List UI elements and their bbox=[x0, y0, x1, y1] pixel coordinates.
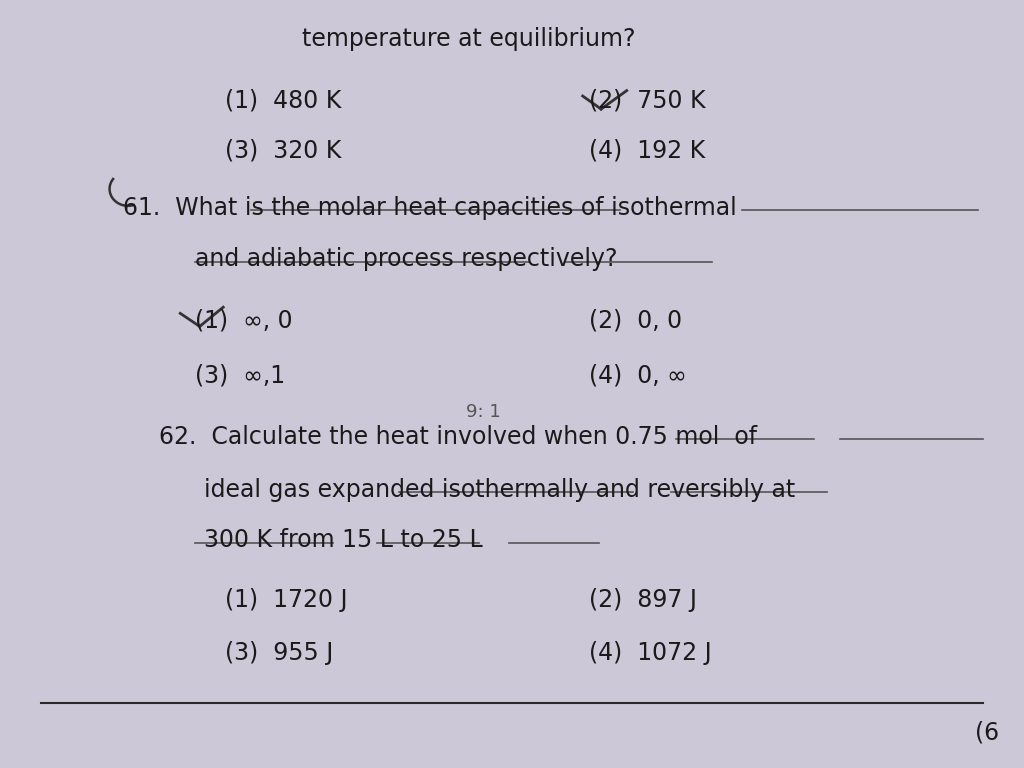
Text: ideal gas expanded isothermally and reversibly at: ideal gas expanded isothermally and reve… bbox=[159, 478, 795, 502]
Text: (4)  0, ∞: (4) 0, ∞ bbox=[589, 363, 686, 387]
Text: (1)  1720 J: (1) 1720 J bbox=[225, 588, 348, 611]
Text: 9: 1: 9: 1 bbox=[466, 403, 501, 421]
Text: (4)  192 K: (4) 192 K bbox=[589, 138, 706, 162]
Text: (2)  750 K: (2) 750 K bbox=[589, 88, 706, 112]
Text: temperature at equilibrium?: temperature at equilibrium? bbox=[302, 27, 636, 51]
Text: (2)  0, 0: (2) 0, 0 bbox=[589, 309, 682, 333]
Text: and adiabatic process respectively?: and adiabatic process respectively? bbox=[195, 247, 617, 271]
Text: (3)  955 J: (3) 955 J bbox=[225, 641, 334, 665]
Text: (4)  1072 J: (4) 1072 J bbox=[589, 641, 712, 665]
Text: 62.  Calculate the heat involved when 0.75 mol  of: 62. Calculate the heat involved when 0.7… bbox=[159, 425, 757, 449]
Text: (6: (6 bbox=[975, 720, 999, 744]
Text: (1)  ∞, 0: (1) ∞, 0 bbox=[195, 309, 292, 333]
Text: (3)  320 K: (3) 320 K bbox=[225, 138, 342, 162]
Text: (1)  480 K: (1) 480 K bbox=[225, 88, 342, 112]
Text: (2)  897 J: (2) 897 J bbox=[589, 588, 696, 611]
Text: 300 K from 15 L to 25 L: 300 K from 15 L to 25 L bbox=[159, 528, 482, 552]
Text: 61.  What is the molar heat capacities of isothermal: 61. What is the molar heat capacities of… bbox=[123, 196, 736, 220]
Text: (3)  ∞,1: (3) ∞,1 bbox=[195, 363, 285, 387]
